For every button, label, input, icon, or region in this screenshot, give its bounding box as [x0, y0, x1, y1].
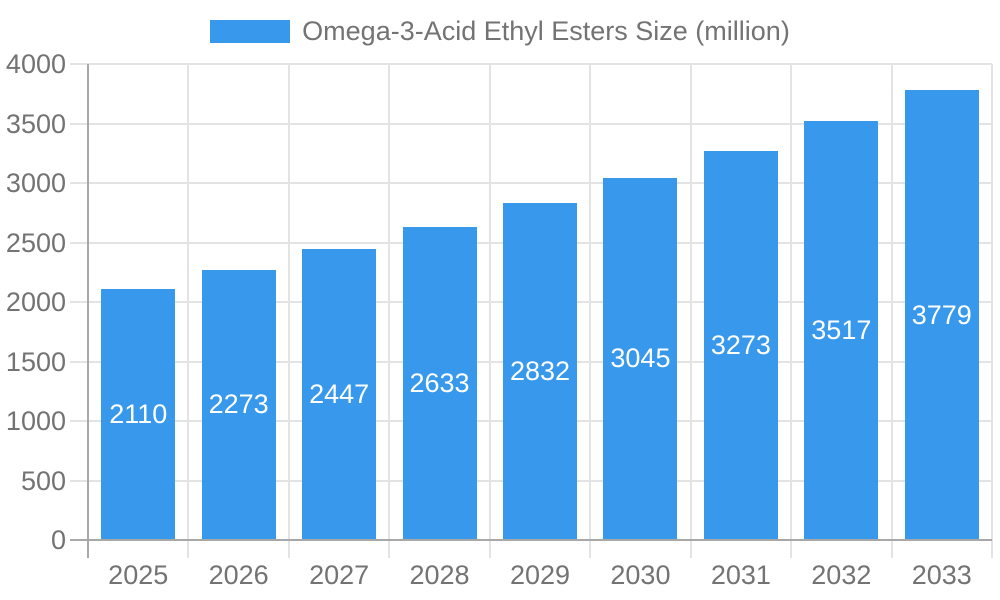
x-axis-tick-label: 2033: [911, 560, 972, 590]
bar-2031[interactable]: 3273: [703, 150, 778, 540]
y-axis-tick-label: 1000: [5, 406, 66, 436]
x-gridline: [589, 64, 592, 558]
bar-value-label: 2110: [109, 398, 168, 429]
legend-item[interactable]: Omega-3-Acid Ethyl Esters Size (million): [210, 14, 790, 48]
bar-2032[interactable]: 3517: [804, 121, 879, 540]
bar-value-label: 2447: [309, 378, 370, 409]
bar-value-label: 3045: [610, 343, 671, 374]
bar-2033[interactable]: 3779: [904, 90, 979, 540]
y-gridline: [70, 63, 992, 65]
x-axis-tick-label: 2028: [409, 560, 470, 590]
x-axis-tick-label: 2026: [208, 560, 269, 590]
legend-swatch-icon: [210, 19, 291, 43]
y-axis-tick-label: 3500: [5, 108, 66, 139]
bar-2026[interactable]: 2273: [201, 269, 276, 540]
x-gridline: [790, 64, 793, 558]
bar-value-label: 3779: [911, 299, 972, 330]
y-axis-tick-label: 500: [20, 465, 66, 496]
y-gridline: [70, 182, 992, 184]
x-gridline: [187, 64, 190, 558]
bar-2030[interactable]: 3045: [603, 177, 678, 540]
y-axis-tick-label: 0: [50, 525, 66, 555]
x-gridline: [287, 64, 290, 558]
bar-value-label: 3517: [811, 315, 872, 346]
x-axis-tick-label: 2029: [509, 560, 571, 590]
y-axis-tick-label: 3000: [5, 168, 66, 198]
x-axis-tick-label: 2032: [811, 560, 872, 590]
x-gridline: [890, 64, 893, 558]
bar-value-label: 2273: [208, 389, 269, 420]
y-axis-tick-label: 2000: [5, 287, 66, 317]
y-axis-tick-label: 2500: [5, 227, 66, 258]
y-axis-tick-label: 4000: [5, 49, 66, 79]
x-axis-tick-label: 2027: [309, 560, 370, 590]
bar-2029[interactable]: 2832: [503, 202, 577, 540]
x-gridline: [388, 64, 391, 558]
x-axis-tick-label: 2025: [108, 560, 169, 590]
y-axis-line: [87, 64, 89, 558]
y-axis-tick-label: 1500: [5, 346, 66, 377]
x-axis-line: [70, 539, 992, 541]
bar-2027[interactable]: 2447: [302, 248, 377, 540]
bar-value-label: 2832: [509, 355, 571, 386]
bar-2028[interactable]: 2633: [402, 226, 477, 540]
y-gridline: [70, 122, 992, 125]
x-gridline: [991, 64, 993, 558]
x-axis-tick-label: 2030: [610, 560, 671, 590]
x-axis-tick-label: 2031: [710, 560, 771, 590]
x-gridline: [689, 64, 692, 558]
bar-value-label: 2633: [409, 367, 470, 398]
legend: Omega-3-Acid Ethyl Esters Size (million): [0, 14, 1000, 48]
legend-label: Omega-3-Acid Ethyl Esters Size (million): [302, 16, 790, 46]
bar-value-label: 3273: [710, 329, 771, 360]
bar-2025[interactable]: 2110: [101, 288, 176, 540]
x-gridline: [488, 64, 491, 558]
